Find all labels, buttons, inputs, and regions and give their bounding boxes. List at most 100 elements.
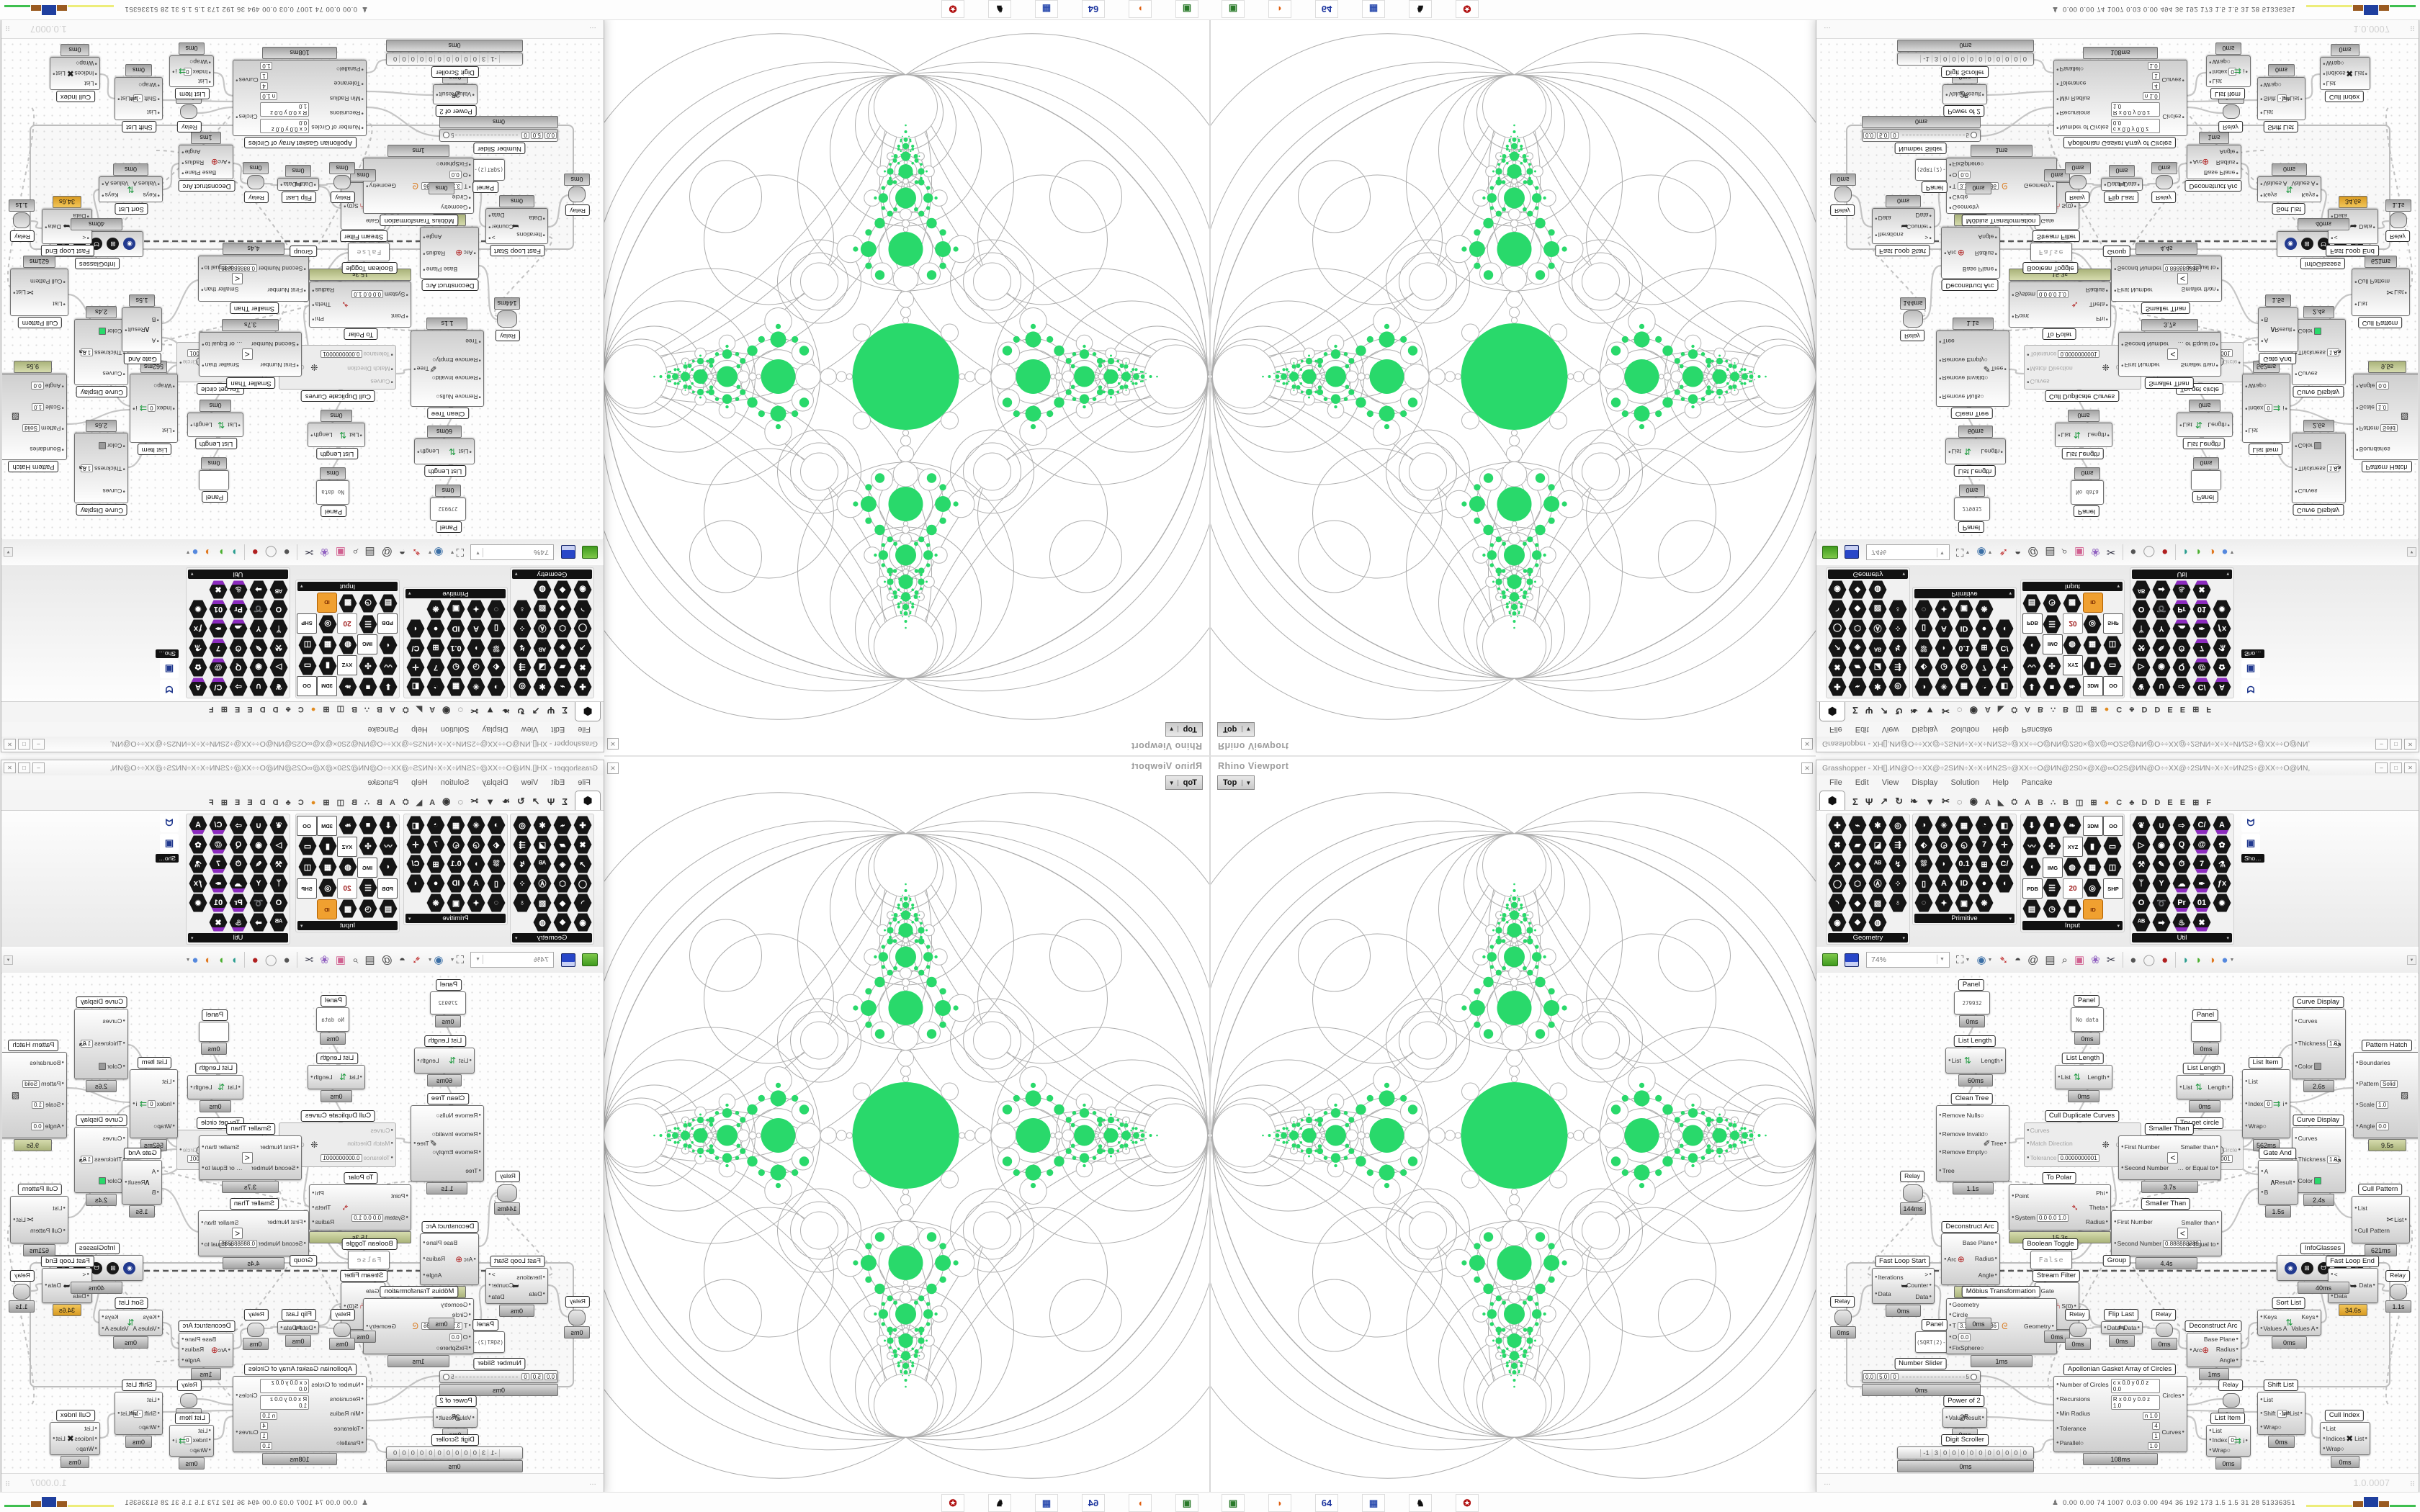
input-port[interactable]: ● Curves bbox=[321, 378, 394, 385]
input-port[interactable]: ● Keys bbox=[138, 192, 161, 199]
node-m-bius-transformation[interactable]: ●Geometry●Circle●T3.1415926536●O0.0●FixS… bbox=[1946, 158, 2057, 214]
tab-item[interactable]: ▼ bbox=[485, 796, 495, 807]
tab-item[interactable]: ⊞ bbox=[323, 798, 330, 807]
component-icon[interactable]: ✹ bbox=[189, 894, 207, 912]
apollo-chip[interactable]: R x 0.0 y 0.0 z 1.0 bbox=[2110, 102, 2160, 117]
input-port[interactable]: ● Number of Circles bbox=[311, 1381, 364, 1388]
input-port[interactable]: ● System 0.0 0.0 1.0 bbox=[2011, 1214, 2069, 1222]
component-icon[interactable]: 3DM bbox=[2083, 816, 2103, 836]
menu-edit[interactable]: Edit bbox=[1855, 778, 1869, 787]
tab-item[interactable]: B bbox=[376, 798, 382, 807]
chevron-down-icon[interactable]: ▾ bbox=[191, 935, 194, 941]
apollo-chip[interactable]: 4 bbox=[2152, 82, 2160, 91]
input-port[interactable]: ● A bbox=[2260, 337, 2268, 344]
tab-item[interactable]: ⊞ bbox=[2090, 798, 2097, 807]
component-icon[interactable]: 〰 bbox=[379, 657, 398, 675]
node-sort-list[interactable]: ● Keys ● Values A ⇅ Keys ● Values A ● bbox=[2257, 176, 2321, 202]
tab-item[interactable]: ✂ bbox=[470, 796, 479, 806]
output-port[interactable]: Geometry ● bbox=[2024, 1323, 2055, 1330]
input-port[interactable]: ● Arc bbox=[1943, 1256, 1956, 1263]
output-port[interactable]: Base Plane ● bbox=[2204, 169, 2239, 176]
node-deconstruct-arc[interactable]: ● Arc ⊕ Base Plane ● Radius ● Angle ● bbox=[179, 145, 233, 179]
relay-node[interactable] bbox=[1834, 186, 1852, 202]
input-value[interactable]: Solid bbox=[2380, 1079, 2398, 1088]
menu-display[interactable]: Display bbox=[482, 725, 508, 734]
component-icon[interactable]: ↯ bbox=[513, 639, 532, 657]
component-icon[interactable]: ◆ bbox=[553, 600, 572, 618]
component-icon[interactable]: C/ bbox=[2192, 678, 2211, 696]
input-port[interactable]: ● Arc bbox=[218, 1346, 231, 1354]
output-port[interactable]: Data ● bbox=[488, 212, 509, 219]
component-icon[interactable]: ID bbox=[2083, 593, 2103, 613]
chevron-down-icon[interactable]: ▼ bbox=[2229, 957, 2235, 963]
menu-help[interactable]: Help bbox=[411, 778, 428, 787]
component-icon[interactable]: ✎ bbox=[249, 855, 268, 873]
component-icon[interactable]: ☁ bbox=[2172, 874, 2191, 893]
zoom-combobox[interactable]: 74% ▼ bbox=[470, 544, 554, 560]
infoglasses-panel-icon[interactable]: ▣ bbox=[2241, 834, 2260, 852]
input-port[interactable]: ● Value bbox=[1945, 91, 1964, 99]
infoglasses-panel-icon[interactable]: ᗢ bbox=[2241, 680, 2260, 698]
component-icon[interactable]: ◗ bbox=[1935, 855, 1953, 873]
component-icon[interactable]: ❋ bbox=[426, 600, 445, 618]
tab-item[interactable]: ● bbox=[310, 705, 316, 714]
output-port[interactable]: Circles ● bbox=[2162, 113, 2185, 120]
tab-item[interactable]: ◣ bbox=[1997, 705, 2004, 714]
input-port[interactable]: ● Curves bbox=[2026, 1127, 2099, 1134]
slider-value[interactable]: 0 bbox=[1891, 132, 1899, 139]
input-port[interactable]: ● B bbox=[2260, 316, 2268, 323]
tab-item[interactable]: E bbox=[2179, 705, 2186, 714]
component-icon[interactable]: XYZ bbox=[337, 655, 357, 675]
node-cull-pattern[interactable]: ● List ● Cull Pattern ✂ List ● bbox=[2352, 269, 2410, 316]
component-icon[interactable]: Pr bbox=[2172, 600, 2191, 618]
menu-view[interactable]: View bbox=[521, 725, 539, 734]
component-icon[interactable]: ▭ bbox=[2103, 837, 2122, 855]
zoom-combobox[interactable]: 74% ▼ bbox=[470, 952, 554, 968]
open-file-icon[interactable] bbox=[1822, 546, 1838, 559]
infoglasses-panel-icon[interactable]: ▣ bbox=[160, 834, 179, 852]
component-icon[interactable]: ↯ bbox=[1888, 855, 1907, 873]
component-icon[interactable]: ⚒ bbox=[269, 855, 288, 873]
component-icon[interactable]: ◎ bbox=[1888, 816, 1907, 834]
component-icon[interactable]: ⇶ bbox=[1888, 658, 1907, 677]
input-port[interactable]: ● List bbox=[228, 422, 241, 429]
tab-item[interactable]: D bbox=[2154, 705, 2161, 714]
toolbar-icon[interactable]: ✂ bbox=[2106, 546, 2116, 558]
taskbar-app-icon[interactable]: ✪ bbox=[1456, 0, 1479, 18]
component-icon[interactable]: ⛆ bbox=[1914, 855, 1933, 873]
component-icon[interactable]: ⊞ bbox=[426, 855, 445, 873]
input-value[interactable]: 0.0 0.0 1.0 bbox=[2036, 1214, 2069, 1222]
input-port[interactable]: ●Color bbox=[2294, 1177, 2331, 1185]
node-power-of-2[interactable]: ● Value 2ᴿ Result ● bbox=[1942, 1408, 1987, 1428]
node-deconstruct-arc[interactable]: ● Arc ⊕ Base Plane ● Radius ● Angle ● bbox=[420, 227, 479, 279]
slider-track[interactable]: 5 bbox=[443, 130, 519, 141]
input-value[interactable]: -1 bbox=[2277, 1409, 2287, 1418]
output-port[interactable]: Result ● bbox=[1963, 1414, 1985, 1421]
output-port[interactable]: > ● bbox=[1911, 234, 1932, 241]
node-deconstruct-arc[interactable]: ● Arc ⊕ Base Plane ● Radius ● Angle ● bbox=[179, 1333, 233, 1367]
tab-item[interactable]: ◌ bbox=[1956, 796, 1963, 807]
chevron-down-icon[interactable]: ▼ bbox=[1165, 779, 1178, 786]
component-icon[interactable]: ◉ bbox=[573, 913, 592, 932]
tab-item[interactable]: ✂ bbox=[1941, 706, 1950, 716]
component-icon[interactable]: ◎ bbox=[1888, 678, 1907, 696]
input-port[interactable]: ● Min Radius bbox=[313, 95, 364, 102]
component-icon[interactable]: SHP bbox=[2103, 613, 2123, 634]
output-port[interactable]: Length ● bbox=[310, 1074, 333, 1081]
apollo-chip[interactable]: c x 0.0 y 0.0 z 0.0 bbox=[2110, 1378, 2160, 1393]
component-icon[interactable]: ∪ bbox=[2152, 678, 2171, 696]
output-port[interactable]: Data ● bbox=[488, 1293, 509, 1300]
component-icon[interactable]: ⚒ bbox=[269, 639, 288, 657]
node-list-item[interactable]: ● List ● Index 0 ● Wrap ○ ⇉ i ● bbox=[130, 374, 178, 443]
taskbar-app-icon[interactable]: ✪ bbox=[941, 0, 964, 18]
toolbar-icon[interactable]: ▣ bbox=[335, 546, 346, 558]
component-icon[interactable]: ➰ bbox=[2152, 894, 2171, 912]
node-number-slider[interactable]: 0.0 5.0 0 5 bbox=[1862, 1370, 1981, 1383]
resize-grip-icon[interactable]: ⠿ bbox=[2409, 23, 2416, 31]
output-port[interactable]: Radius ● bbox=[2212, 159, 2239, 166]
input-port[interactable]: ● Cull Pattern bbox=[30, 278, 66, 285]
component-icon[interactable]: ☰ bbox=[2043, 878, 2061, 897]
output-port[interactable]: Data ● bbox=[1911, 1293, 1932, 1300]
component-icon[interactable]: ◝ bbox=[1828, 600, 1847, 618]
output-port[interactable]: S(0) ● bbox=[343, 203, 359, 210]
